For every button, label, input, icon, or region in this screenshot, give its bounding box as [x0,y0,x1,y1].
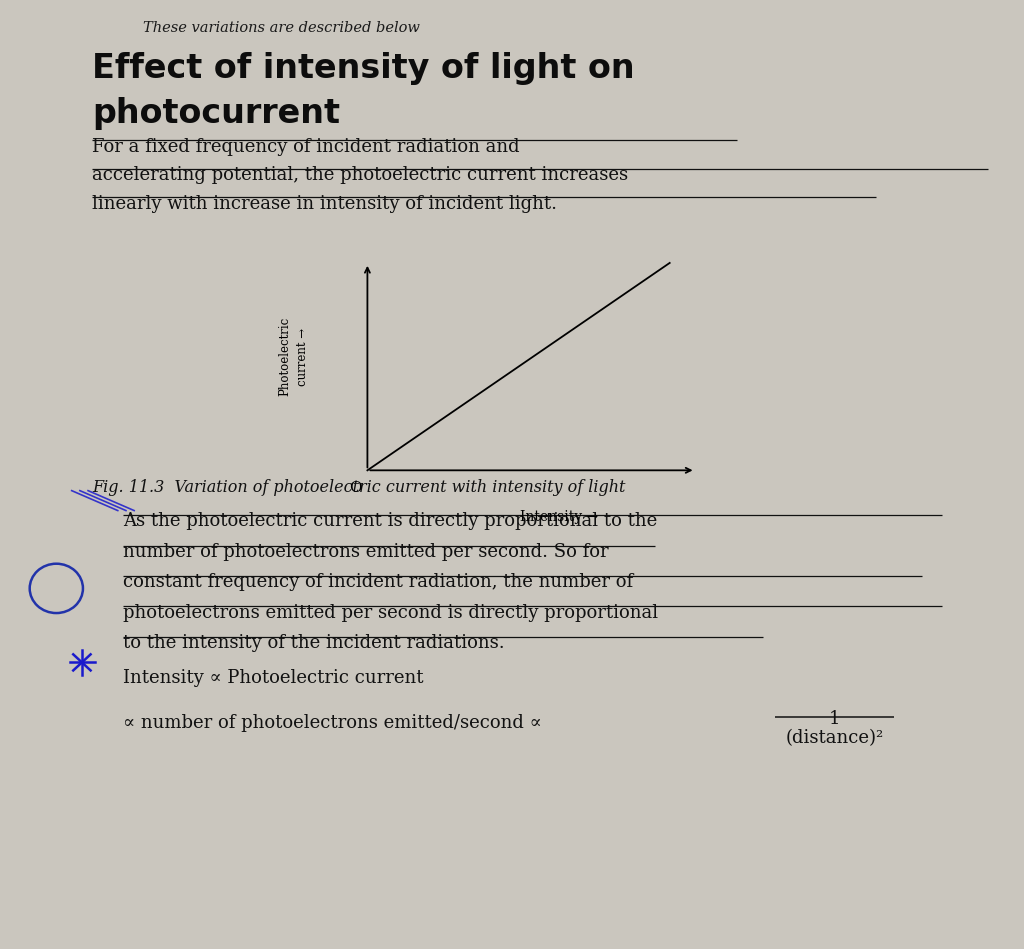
Text: Fig. 11.3  Variation of photoelectric current with intensity of light: Fig. 11.3 Variation of photoelectric cur… [92,479,626,496]
Text: photocurrent: photocurrent [92,97,340,130]
Text: constant frequency of incident radiation, the number of: constant frequency of incident radiation… [123,573,633,591]
Text: Intensity →: Intensity → [520,511,598,525]
Text: These variations are described below: These variations are described below [143,21,420,35]
Text: Effect of intensity of light on: Effect of intensity of light on [92,52,635,85]
Text: photoelectrons emitted per second is directly proportional: photoelectrons emitted per second is dir… [123,604,658,622]
Text: ∝ number of photoelectrons emitted/second ∝: ∝ number of photoelectrons emitted/secon… [123,714,542,732]
Text: Photoelectric
current →: Photoelectric current → [279,317,308,397]
Text: linearly with increase in intensity of incident light.: linearly with increase in intensity of i… [92,195,557,213]
Text: For a fixed frequency of incident radiation and: For a fixed frequency of incident radiat… [92,138,520,156]
Text: As the photoelectric current is directly proportional to the: As the photoelectric current is directly… [123,512,657,530]
Text: Intensity ∝ Photoelectric current: Intensity ∝ Photoelectric current [123,669,423,687]
Text: 1: 1 [828,710,841,728]
Text: (distance)²: (distance)² [785,729,884,747]
Text: to the intensity of the incident radiations.: to the intensity of the incident radiati… [123,634,505,652]
Text: O: O [349,481,361,495]
Text: number of photoelectrons emitted per second. So for: number of photoelectrons emitted per sec… [123,543,608,561]
Text: accelerating potential, the photoelectric current increases: accelerating potential, the photoelectri… [92,166,629,184]
